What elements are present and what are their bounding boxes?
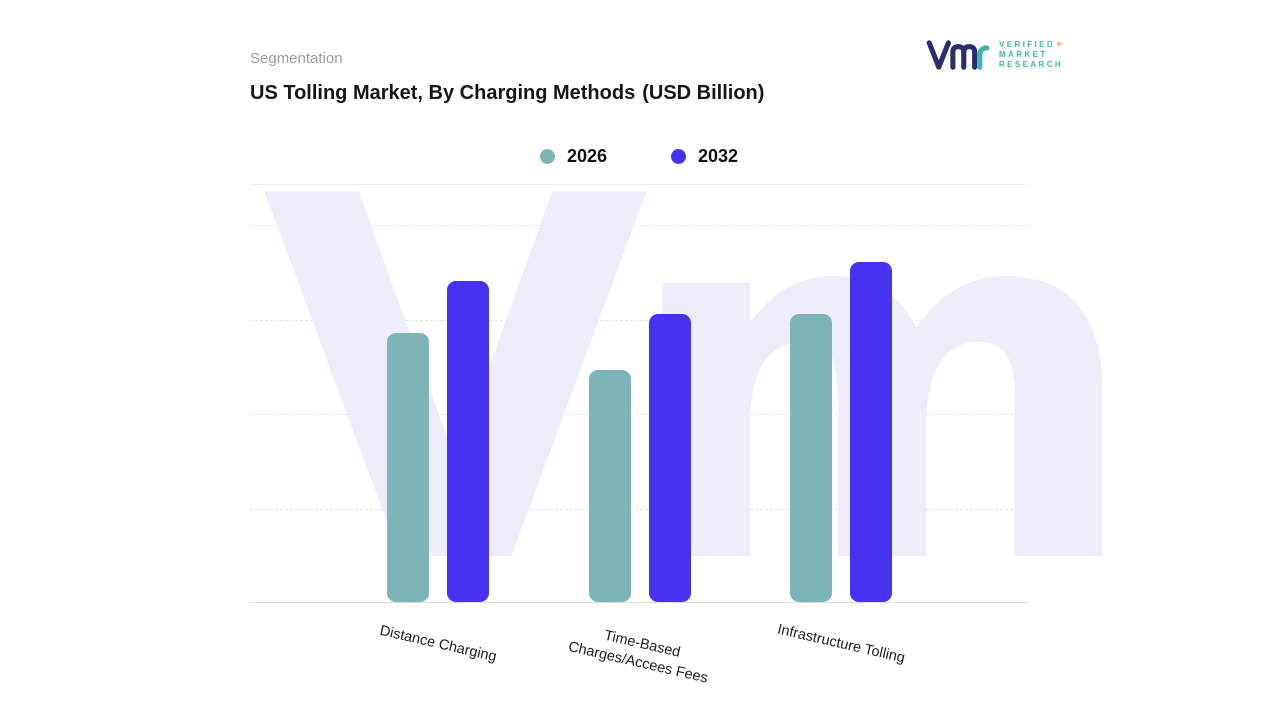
chart-legend: 2026 2032 <box>250 146 1028 167</box>
vmr-monogram-icon <box>926 40 990 70</box>
section-label: Segmentation <box>250 50 343 67</box>
plot-area: Vm <box>250 133 1142 633</box>
legend-label-2032: 2032 <box>698 146 739 166</box>
legend-label-2026: 2026 <box>566 146 607 166</box>
logo-line-market: MARKET <box>999 50 1048 59</box>
registered-mark: ® <box>1057 42 1064 48</box>
logo-line-verified: VERIFIED ® <box>999 40 1064 49</box>
bar-2032-group2 <box>649 314 691 602</box>
gridline <box>250 319 1028 321</box>
vmr-logo: VERIFIED ® MARKET RESEARCH <box>926 34 1064 76</box>
bar-2032-group1 <box>447 281 489 602</box>
logo-line-research: RESEARCH <box>999 60 1064 69</box>
chart-title-main: US Tolling Market, By Charging Methods <box>250 82 636 104</box>
x-axis-label: Time-Based Charges/Accees Fees <box>566 627 710 687</box>
bar-2026-group2 <box>589 370 631 602</box>
gridline <box>250 414 1028 415</box>
chart-title-unit: (USD Billion) <box>642 82 765 104</box>
gridline <box>250 225 1028 226</box>
legend-item-2026: 2026 <box>539 146 607 167</box>
legend-dot-2032-icon <box>671 149 686 164</box>
legend-item-2032: 2032 <box>671 146 738 167</box>
legend-divider <box>250 184 1028 185</box>
vmr-logo-text: VERIFIED ® MARKET RESEARCH <box>999 40 1064 70</box>
bar-2026-group3 <box>790 314 832 602</box>
x-axis-line <box>250 602 1028 603</box>
x-axis-label: Distance Charging <box>378 622 499 666</box>
x-axis-label: Infrastructure Tolling <box>775 621 907 667</box>
x-labels: Distance Charging Time-Based Charges/Acce… <box>250 603 1028 713</box>
bar-2026-group1 <box>387 333 429 602</box>
chart-title: US Tolling Market, By Charging Methods (U… <box>250 82 764 105</box>
gridline <box>250 508 1028 510</box>
legend-dot-2026-icon <box>539 149 555 164</box>
bar-2032-group3 <box>850 262 892 602</box>
